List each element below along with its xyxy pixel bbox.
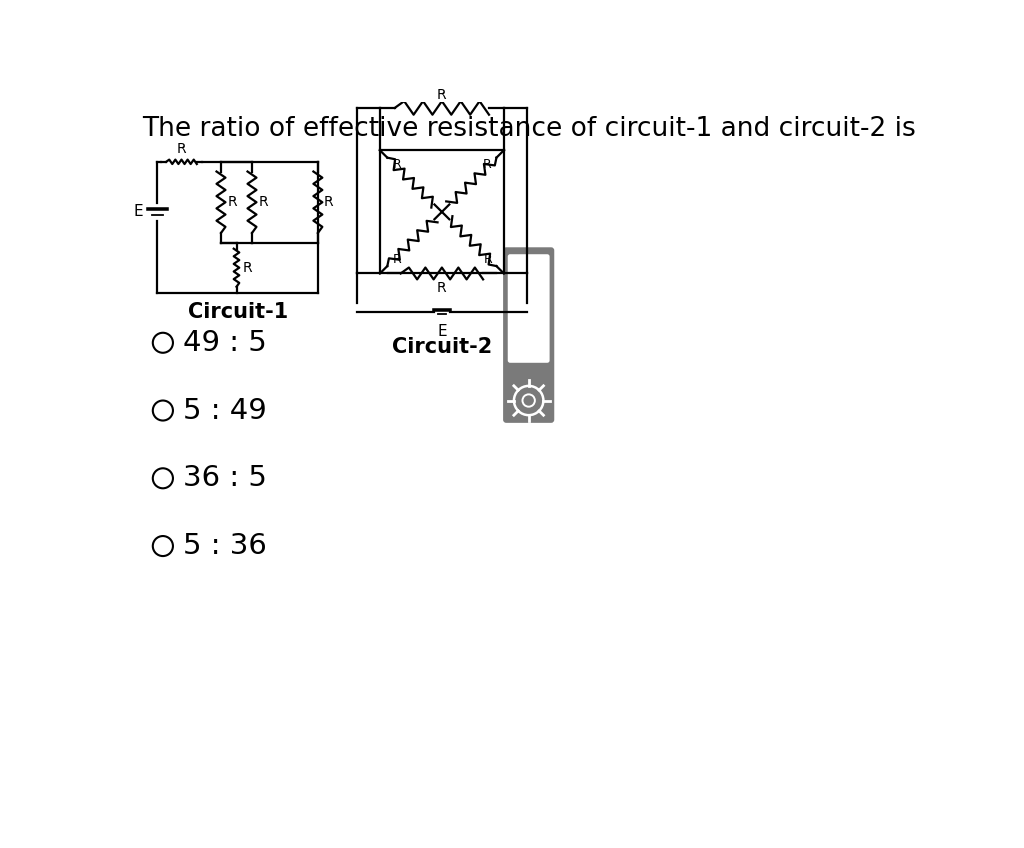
- Text: 36 : 5: 36 : 5: [183, 465, 267, 493]
- Text: 5 : 36: 5 : 36: [183, 532, 267, 560]
- Text: R: R: [437, 87, 446, 102]
- Text: 5 : 49: 5 : 49: [183, 397, 267, 425]
- Text: R: R: [324, 195, 334, 209]
- FancyBboxPatch shape: [503, 248, 554, 423]
- Text: R: R: [177, 142, 186, 156]
- Text: R: R: [482, 158, 492, 170]
- Text: R: R: [227, 195, 237, 209]
- Text: Circuit-1: Circuit-1: [187, 302, 288, 322]
- Text: 49 : 5: 49 : 5: [183, 329, 267, 357]
- Text: Circuit-2: Circuit-2: [392, 337, 492, 357]
- Text: R: R: [258, 195, 268, 209]
- Text: E: E: [437, 324, 446, 339]
- Text: R: R: [437, 282, 446, 295]
- Text: R: R: [392, 253, 401, 266]
- Text: E: E: [134, 204, 143, 220]
- Text: R: R: [392, 158, 401, 170]
- Text: The ratio of effective resistance of circuit-1 and circuit-2 is: The ratio of effective resistance of cir…: [142, 115, 915, 142]
- FancyBboxPatch shape: [508, 254, 550, 363]
- Text: R: R: [484, 253, 493, 266]
- Text: R: R: [243, 260, 252, 275]
